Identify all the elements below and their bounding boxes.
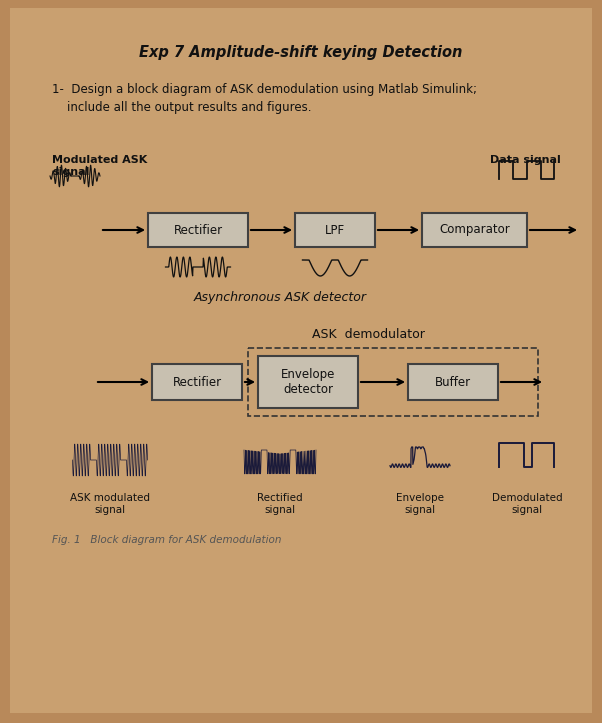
Text: 1-  Design a block diagram of ASK demodulation using Matlab Simulink;: 1- Design a block diagram of ASK demodul…: [52, 83, 477, 96]
Bar: [152, 364, 242, 400]
Text: ASK  demodulator: ASK demodulator: [312, 328, 424, 341]
Text: Asynchronous ASK detector: Asynchronous ASK detector: [193, 291, 367, 304]
Text: Envelope
detector: Envelope detector: [281, 368, 335, 396]
Text: Rectifier: Rectifier: [172, 375, 222, 388]
Text: Rectified
signal: Rectified signal: [257, 493, 303, 515]
Text: Data signal: Data signal: [490, 155, 560, 165]
Bar: [248, 348, 538, 416]
Text: include all the output results and figures.: include all the output results and figur…: [52, 100, 311, 114]
Bar: [295, 213, 375, 247]
Text: Envelope
signal: Envelope signal: [396, 493, 444, 515]
Text: Comparator: Comparator: [439, 223, 510, 236]
Text: Buffer: Buffer: [435, 375, 471, 388]
Text: ASK modulated
signal: ASK modulated signal: [70, 493, 150, 515]
Bar: [258, 356, 358, 408]
Bar: [148, 213, 248, 247]
Text: Fig. 1   Block diagram for ASK demodulation: Fig. 1 Block diagram for ASK demodulatio…: [52, 535, 282, 545]
Text: Rectifier: Rectifier: [173, 223, 223, 236]
Text: Exp 7 Amplitude-shift keying Detection: Exp 7 Amplitude-shift keying Detection: [139, 45, 463, 59]
Bar: [408, 364, 498, 400]
Bar: [422, 213, 527, 247]
Text: LPF: LPF: [325, 223, 345, 236]
Text: Demodulated
signal: Demodulated signal: [492, 493, 562, 515]
Text: Modulated ASK
signal: Modulated ASK signal: [52, 155, 147, 176]
